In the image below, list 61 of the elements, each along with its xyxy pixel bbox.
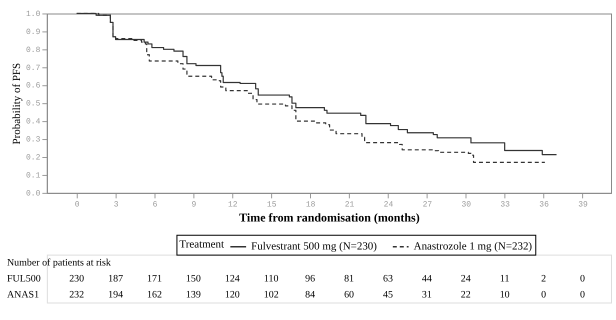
x-tick-label: 3 (114, 200, 119, 210)
text: 150 (186, 274, 201, 285)
y-tick-label: 0.2 (26, 153, 41, 162)
text: 0 (580, 274, 585, 285)
x-tick-label: 18 (306, 200, 316, 210)
text: 187 (108, 274, 124, 285)
text: ANAS1 (6, 290, 40, 301)
y-tick-label: 0.5 (26, 100, 41, 109)
y-tick-label: 0.1 (26, 171, 41, 180)
x-tick-label: 12 (228, 200, 238, 210)
y-tick-label: 0.3 (26, 136, 41, 145)
text: 2 (541, 274, 546, 285)
text: 232 (69, 290, 84, 301)
x-tick-label: 0 (74, 200, 80, 210)
text: 0 (541, 290, 546, 301)
text: Number of patients at risk (6, 258, 111, 269)
text: 162 (147, 290, 162, 301)
text: 31 (422, 290, 432, 301)
text: 139 (186, 290, 201, 301)
text: 84 (305, 290, 316, 301)
text: 24 (460, 274, 471, 285)
y-tick-label: 0.8 (26, 46, 41, 55)
x-tick-label: 24 (384, 200, 394, 210)
text: 102 (264, 290, 279, 301)
text: 194 (108, 290, 124, 301)
y-tick-label: 0.0 (26, 189, 41, 198)
y-tick-label: 0.4 (26, 118, 41, 127)
y-tick-label: 0.6 (26, 82, 41, 91)
text: 96 (305, 274, 316, 285)
text: 171 (147, 274, 162, 285)
text: 0 (580, 290, 585, 301)
text: 11 (500, 274, 510, 285)
legend-label: Fulvestrant 500 mg (N=230) (251, 240, 378, 253)
y-tick-label: 1.0 (26, 10, 41, 19)
text: FUL500 (6, 274, 41, 285)
text: 81 (344, 274, 354, 285)
text: 44 (422, 274, 432, 285)
y-tick-label: 0.7 (26, 64, 41, 73)
x-axis-title: Time from randomisation (months) (239, 210, 420, 224)
text: 124 (224, 274, 240, 285)
y-axis-title: Probability of PFS (11, 62, 24, 144)
y-tick-label: 0.9 (26, 28, 41, 37)
x-tick-label: 6 (152, 200, 158, 210)
legend-label: Anastrozole 1 mg (N=232) (414, 240, 532, 253)
x-tick-label: 9 (192, 200, 196, 210)
x-tick-label: 33 (500, 200, 510, 210)
x-tick-label: 39 (578, 200, 588, 210)
text: 120 (224, 290, 240, 301)
text: 63 (382, 274, 393, 285)
text: 110 (264, 274, 279, 285)
text: 45 (382, 290, 393, 301)
text: 230 (69, 274, 84, 285)
text: 60 (344, 290, 354, 301)
x-tick-label: 15 (266, 200, 277, 210)
text: 22 (460, 290, 471, 301)
x-tick-label: 30 (461, 200, 472, 210)
x-tick-label: 27 (422, 200, 432, 210)
x-tick-label: 21 (344, 200, 355, 210)
x-tick-label: 36 (539, 200, 550, 210)
text: 10 (500, 290, 510, 301)
legend-title: Treatment (179, 238, 224, 251)
